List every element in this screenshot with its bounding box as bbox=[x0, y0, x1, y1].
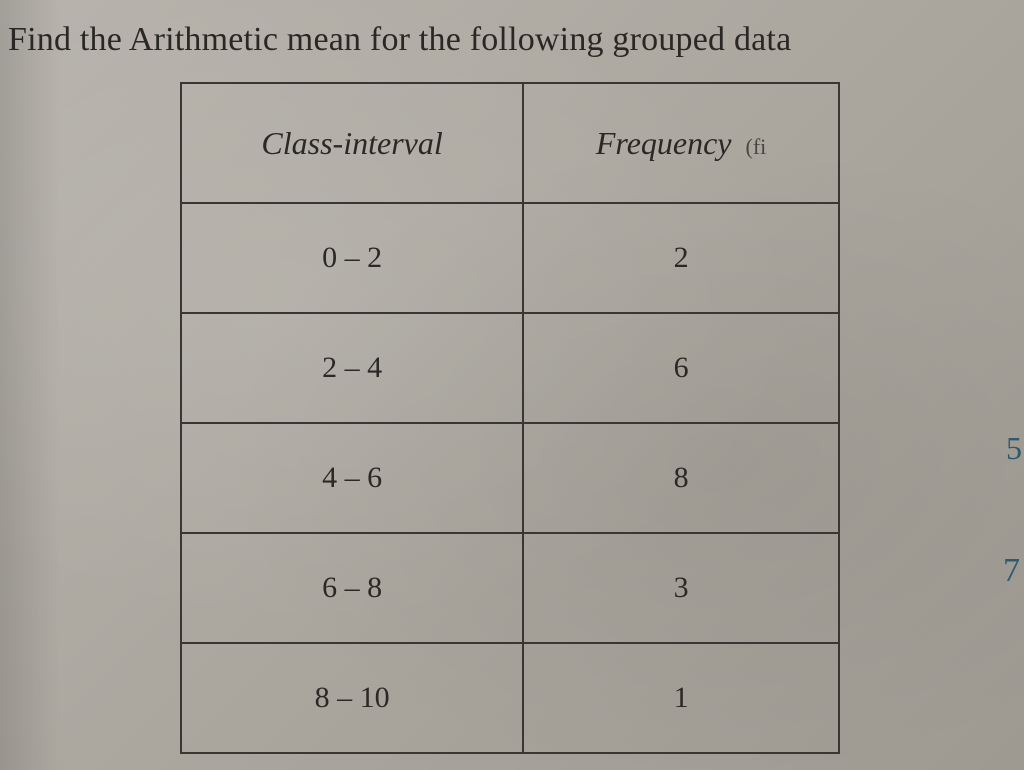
col-header-label: Frequency bbox=[596, 125, 732, 161]
table-row: 4 – 6 8 bbox=[181, 423, 839, 533]
col-header-annotation: (fi bbox=[746, 134, 767, 159]
table-header-row: Class-interval Frequency (fi bbox=[181, 83, 839, 203]
cell-class-interval: 6 – 8 bbox=[181, 533, 523, 643]
margin-note-right-2: 7 bbox=[1003, 552, 1020, 590]
table-row: 8 – 10 1 bbox=[181, 643, 839, 753]
margin-note-right-1: 5 bbox=[1006, 430, 1022, 467]
cell-frequency: 8 bbox=[523, 423, 839, 533]
data-table-wrapper: Class-interval Frequency (fi 0 – 2 2 2 –… bbox=[180, 82, 840, 754]
cell-frequency: 1 bbox=[523, 643, 839, 753]
table-row: 6 – 8 3 bbox=[181, 533, 839, 643]
question-text: Find the Arithmetic mean for the followi… bbox=[8, 18, 1016, 62]
grouped-data-table: Class-interval Frequency (fi 0 – 2 2 2 –… bbox=[180, 82, 840, 754]
cell-frequency: 6 bbox=[523, 313, 839, 423]
cell-frequency: 2 bbox=[523, 203, 839, 313]
cell-class-interval: 4 – 6 bbox=[181, 423, 523, 533]
col-header-frequency: Frequency (fi bbox=[523, 83, 839, 203]
table-row: 0 – 2 2 bbox=[181, 203, 839, 313]
table-row: 2 – 4 6 bbox=[181, 313, 839, 423]
cell-class-interval: 0 – 2 bbox=[181, 203, 523, 313]
col-header-label: Class-interval bbox=[261, 125, 442, 161]
cell-class-interval: 2 – 4 bbox=[181, 313, 523, 423]
col-header-class-interval: Class-interval bbox=[181, 83, 523, 203]
cell-class-interval: 8 – 10 bbox=[181, 643, 523, 753]
cell-frequency: 3 bbox=[523, 533, 839, 643]
